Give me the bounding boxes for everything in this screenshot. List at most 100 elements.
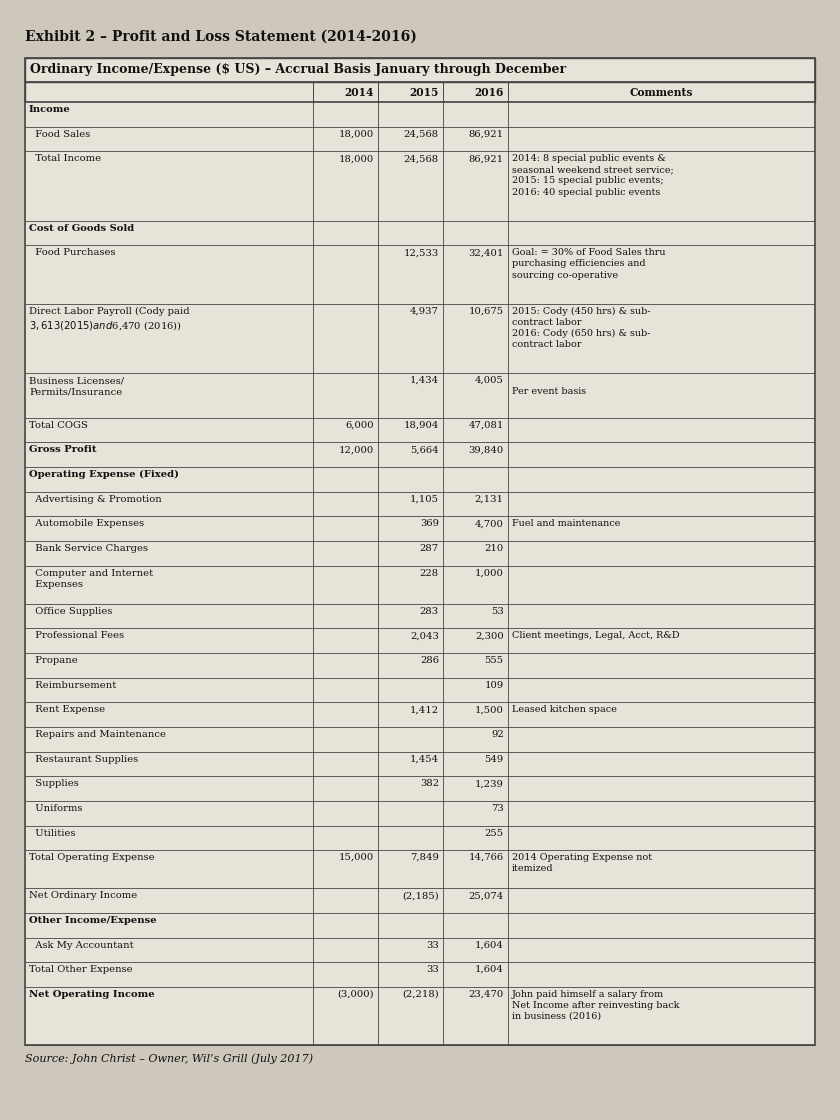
Bar [25, 801, 815, 825]
Text: 228: 228 [420, 569, 439, 578]
Text: 73: 73 [491, 804, 504, 813]
Text: 2,043: 2,043 [410, 632, 439, 641]
Text: Office Supplies: Office Supplies [29, 607, 113, 616]
Bar [25, 541, 815, 566]
Text: 6,000: 6,000 [345, 421, 374, 430]
Text: 47,081: 47,081 [469, 421, 504, 430]
Bar [25, 752, 815, 776]
Text: Restaurant Supplies: Restaurant Supplies [29, 755, 139, 764]
Text: 382: 382 [420, 780, 439, 788]
Bar [25, 727, 815, 752]
Text: 4,937: 4,937 [410, 307, 439, 316]
Text: 10,675: 10,675 [469, 307, 504, 316]
Text: 14,766: 14,766 [469, 853, 504, 862]
Text: 2014 Operating Expense not
itemized: 2014 Operating Expense not itemized [512, 853, 652, 874]
Text: 25,074: 25,074 [469, 892, 504, 900]
Text: Rent Expense: Rent Expense [29, 706, 105, 715]
Text: 1,500: 1,500 [475, 706, 504, 715]
Bar [25, 678, 815, 702]
Text: Ask My Accountant: Ask My Accountant [29, 941, 134, 950]
Text: Cost of Goods Sold: Cost of Goods Sold [29, 224, 134, 233]
Text: 369: 369 [420, 520, 439, 529]
Text: 210: 210 [485, 544, 504, 553]
Bar [25, 467, 815, 492]
Bar [25, 127, 815, 151]
Text: 4,005: 4,005 [475, 376, 504, 385]
Text: 1,000: 1,000 [475, 569, 504, 578]
Bar [25, 702, 815, 727]
Bar [25, 566, 815, 604]
Text: Supplies: Supplies [29, 780, 79, 788]
Bar [25, 492, 815, 516]
Text: Total Income: Total Income [29, 155, 101, 164]
Text: Comments: Comments [630, 86, 693, 97]
Text: Business Licenses/
Permits/Insurance: Business Licenses/ Permits/Insurance [29, 376, 124, 396]
Text: Repairs and Maintenance: Repairs and Maintenance [29, 730, 166, 739]
Bar [25, 653, 815, 678]
Text: Uniforms: Uniforms [29, 804, 82, 813]
Text: Net Operating Income: Net Operating Income [29, 990, 155, 999]
Text: 2015: Cody (450 hrs) & sub-
contract labor
2016: Cody (650 hrs) & sub-
contract : 2015: Cody (450 hrs) & sub- contract lab… [512, 307, 650, 349]
Bar [25, 221, 815, 245]
Text: 86,921: 86,921 [469, 155, 504, 164]
Text: 1,434: 1,434 [410, 376, 439, 385]
Text: 109: 109 [485, 681, 504, 690]
Text: 24,568: 24,568 [404, 155, 439, 164]
Text: 92: 92 [491, 730, 504, 739]
Bar [25, 937, 815, 962]
Text: Exhibit 2 – Profit and Loss Statement (2014-2016): Exhibit 2 – Profit and Loss Statement (2… [25, 30, 417, 44]
Text: Gross Profit: Gross Profit [29, 446, 97, 455]
Text: 255: 255 [485, 829, 504, 838]
Text: 24,568: 24,568 [404, 130, 439, 139]
Bar [25, 825, 815, 850]
Text: 2015: 2015 [410, 86, 439, 97]
Text: 33: 33 [426, 965, 439, 974]
Text: Goal: = 30% of Food Sales thru
purchasing efficiencies and
sourcing co-operative: Goal: = 30% of Food Sales thru purchasin… [512, 249, 665, 280]
Bar [25, 776, 815, 801]
Text: 286: 286 [420, 656, 439, 665]
Text: Leased kitchen space: Leased kitchen space [512, 706, 617, 715]
Text: 33: 33 [426, 941, 439, 950]
Text: 86,921: 86,921 [469, 130, 504, 139]
Text: Advertising & Promotion: Advertising & Promotion [29, 495, 162, 504]
Text: Source: John Christ – Owner, Wil’s Grill (July 2017): Source: John Christ – Owner, Wil’s Grill… [25, 1053, 313, 1064]
Text: 555: 555 [485, 656, 504, 665]
Text: 18,000: 18,000 [339, 130, 374, 139]
Text: 283: 283 [420, 607, 439, 616]
Text: Ordinary Income/Expense ($ US) – Accrual Basis January through December: Ordinary Income/Expense ($ US) – Accrual… [30, 64, 566, 76]
Bar [25, 82, 815, 102]
Text: Total Operating Expense: Total Operating Expense [29, 853, 155, 862]
Bar [25, 418, 815, 442]
Text: 15,000: 15,000 [339, 853, 374, 862]
Text: 4,700: 4,700 [475, 520, 504, 529]
Text: Bank Service Charges: Bank Service Charges [29, 544, 148, 553]
Text: 1,604: 1,604 [475, 941, 504, 950]
Text: Net Ordinary Income: Net Ordinary Income [29, 892, 137, 900]
Text: 2014: 2014 [344, 86, 374, 97]
Bar [25, 304, 815, 373]
Text: 2,131: 2,131 [475, 495, 504, 504]
Text: 23,470: 23,470 [469, 990, 504, 999]
Text: Fuel and maintenance: Fuel and maintenance [512, 520, 620, 529]
Bar [25, 987, 815, 1045]
Text: 32,401: 32,401 [469, 249, 504, 258]
Text: 12,533: 12,533 [404, 249, 439, 258]
Bar [25, 442, 815, 467]
Bar [25, 850, 815, 888]
Text: Direct Labor Payroll (Cody paid
$3,613 (2015) and $6,470 (2016)): Direct Labor Payroll (Cody paid $3,613 (… [29, 307, 190, 332]
Text: 12,000: 12,000 [339, 446, 374, 455]
Text: Per event basis: Per event basis [512, 376, 585, 396]
Text: Client meetings, Legal, Acct, R&D: Client meetings, Legal, Acct, R&D [512, 632, 680, 641]
Text: 2016: 2016 [475, 86, 504, 97]
Bar [25, 962, 815, 987]
Bar [25, 628, 815, 653]
Text: Food Sales: Food Sales [29, 130, 90, 139]
Text: Reimbursement: Reimbursement [29, 681, 116, 690]
Text: Food Purchases: Food Purchases [29, 249, 116, 258]
Text: 1,239: 1,239 [475, 780, 504, 788]
Text: 1,604: 1,604 [475, 965, 504, 974]
Text: 2,300: 2,300 [475, 632, 504, 641]
Bar [25, 373, 815, 418]
Text: Utilities: Utilities [29, 829, 76, 838]
Text: 1,105: 1,105 [410, 495, 439, 504]
